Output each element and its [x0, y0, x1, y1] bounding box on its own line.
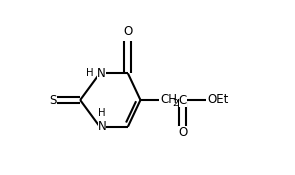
Text: OEt: OEt [207, 93, 228, 106]
Text: C: C [178, 93, 187, 107]
Text: S: S [49, 93, 57, 107]
Text: O: O [178, 126, 187, 139]
Text: H: H [86, 68, 93, 78]
Text: N: N [98, 120, 106, 133]
Text: 2: 2 [173, 99, 178, 108]
Text: O: O [123, 25, 132, 38]
Text: CH: CH [160, 93, 177, 106]
Text: N: N [97, 67, 106, 80]
Text: H: H [98, 108, 106, 118]
